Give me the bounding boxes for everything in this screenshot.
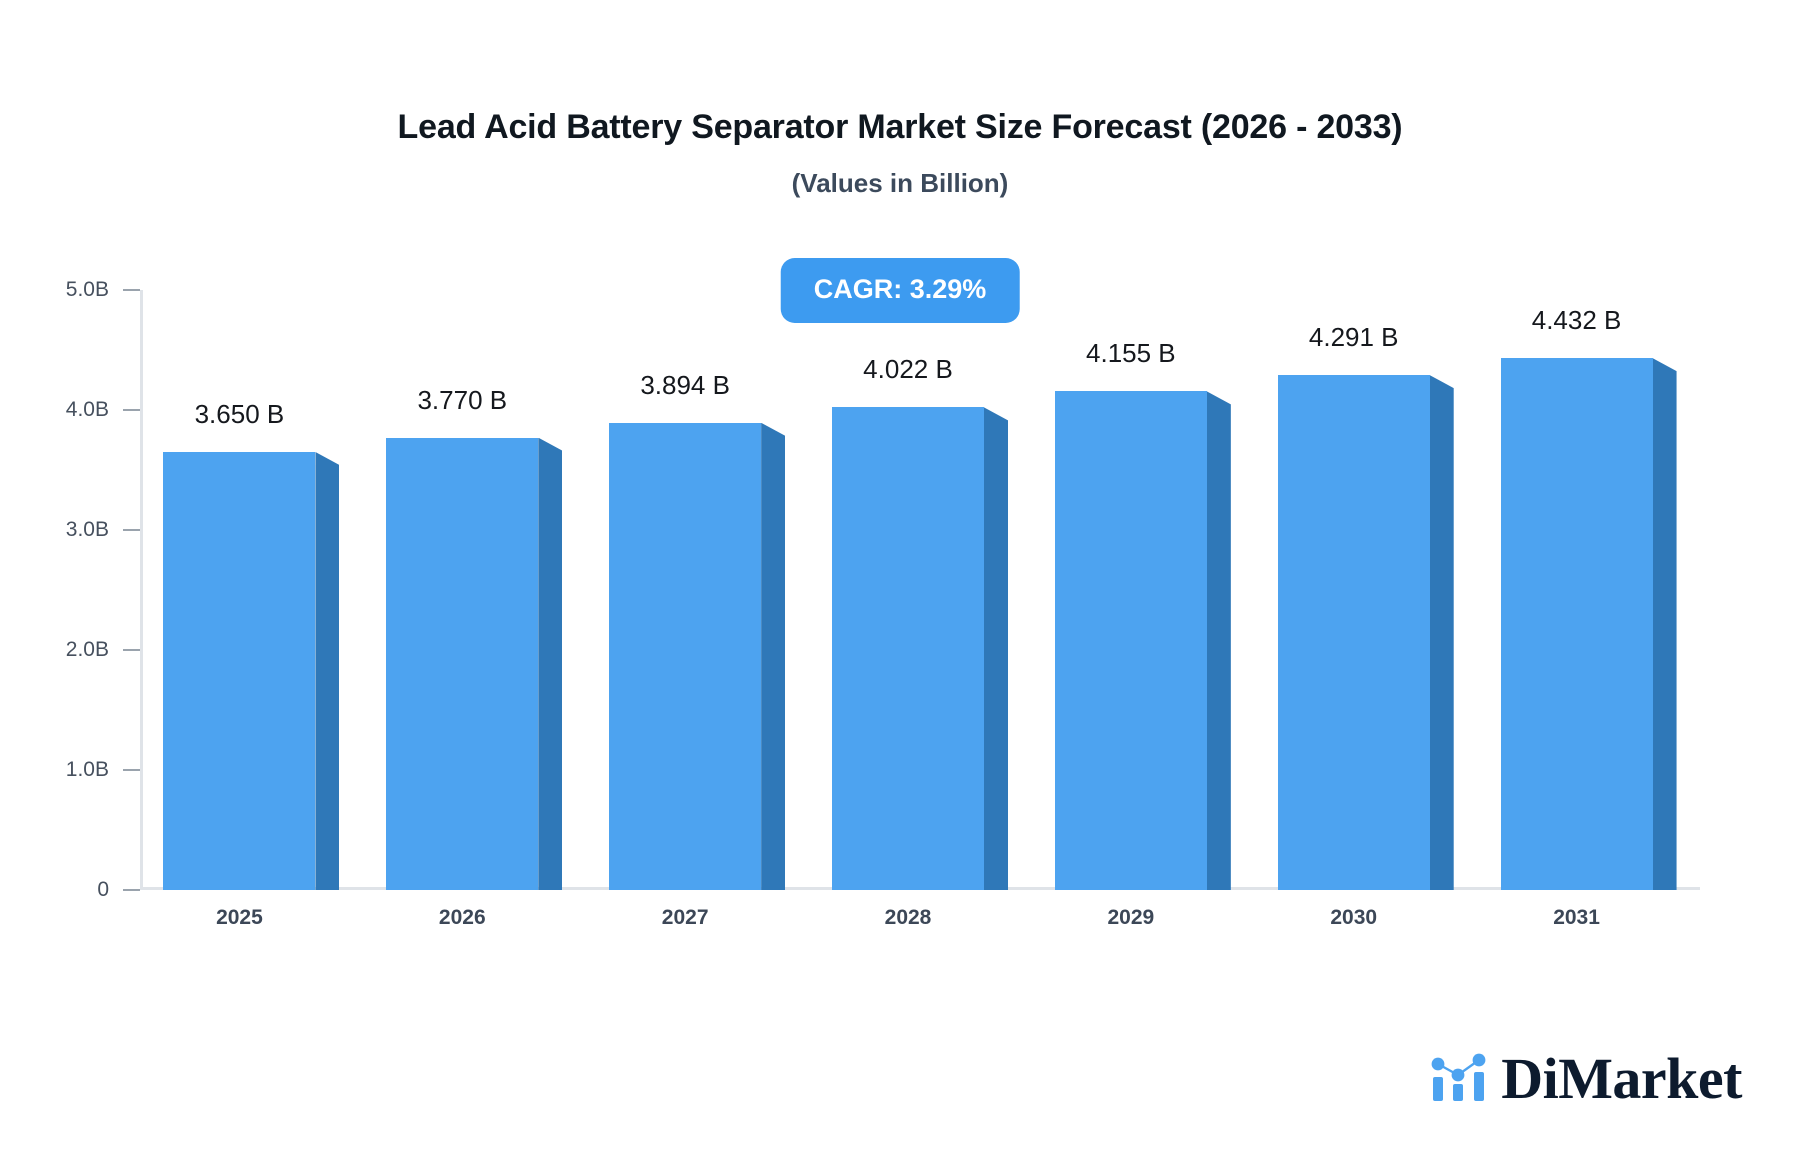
y-axis-tick-mark: [123, 409, 140, 411]
bar-slot: 4.155 B: [1054, 290, 1231, 890]
bar-front-face: [832, 407, 984, 890]
bar-value-label: 4.432 B: [1531, 305, 1622, 336]
bar[interactable]: [609, 422, 786, 890]
bar-side-face: [1206, 391, 1231, 890]
bar-slot: 4.022 B: [832, 290, 1008, 890]
bar-side-face: [315, 452, 340, 890]
bar-side-face: [538, 437, 563, 890]
y-axis-tick: 0: [10, 878, 140, 902]
bar-value-label: 4.291 B: [1308, 322, 1399, 353]
bar-slot: 3.650 B: [163, 290, 340, 890]
bar-value-label: 3.650 B: [194, 399, 285, 429]
x-axis-tick-label: 2025: [216, 906, 263, 929]
y-axis-tick-label: 5.0B: [65, 278, 109, 301]
x-axis-tick-label: 2027: [661, 906, 709, 929]
y-axis-tick: 3.0B: [10, 518, 140, 542]
y-axis-tick-mark: [123, 289, 140, 291]
bar[interactable]: [386, 437, 563, 890]
bar-front-face: [1277, 375, 1430, 890]
bar-side-face: [984, 407, 1008, 890]
y-axis-tick-label: 4.0B: [65, 398, 109, 421]
cagr-badge: CAGR: 3.29%: [780, 258, 1020, 323]
bar-slot: 4.432 B: [1500, 290, 1677, 890]
bar-value-label: 4.155 B: [1086, 338, 1176, 369]
bar-chart-logo-icon: [1431, 1051, 1487, 1108]
y-axis-tick-label: 3.0B: [65, 518, 109, 541]
bar-slot: 4.291 B: [1277, 290, 1454, 890]
chart-subtitle: (Values in Billion): [791, 168, 1009, 198]
y-axis-tick: 5.0B: [10, 278, 140, 302]
bar-slot: 3.894 B: [609, 290, 786, 890]
x-axis-tick-label: 2028: [884, 906, 932, 929]
y-axis-tick-mark: [123, 529, 140, 531]
y-axis-tick: 2.0B: [10, 638, 140, 662]
bar-slot: 3.770 B: [386, 290, 563, 890]
y-axis-line: [140, 290, 143, 890]
y-axis-tick: 1.0B: [10, 758, 140, 782]
x-axis-tick-label: 2031: [1553, 906, 1600, 929]
bar[interactable]: [1054, 391, 1231, 890]
bar-value-label: 3.894 B: [640, 369, 730, 400]
bar-side-face: [1652, 358, 1677, 890]
x-axis-tick-label: 2026: [438, 906, 486, 929]
bar-front-face: [163, 452, 316, 890]
y-axis-tick: 4.0B: [10, 398, 140, 422]
bar-front-face: [1500, 358, 1653, 890]
bar[interactable]: [1500, 358, 1677, 890]
brand-logo: DiMarket: [1431, 1050, 1742, 1108]
bar[interactable]: [832, 407, 1008, 890]
bar[interactable]: [1277, 375, 1454, 890]
bar-series: 3.650 B 3.770 B 3.894 B 4.022 B 4.155 B 4.291…: [140, 290, 1700, 890]
bar-front-face: [1054, 391, 1207, 890]
bar[interactable]: [163, 452, 340, 890]
y-axis-tick-label: 1.0B: [65, 758, 109, 781]
bar-front-face: [386, 437, 539, 890]
y-axis-tick-mark: [123, 769, 140, 771]
page-title: Lead Acid Battery Separator Market Size …: [397, 108, 1403, 146]
bar-side-face: [1429, 375, 1454, 890]
bar-front-face: [609, 422, 762, 890]
bar-value-label: 4.022 B: [863, 354, 953, 385]
x-axis-tick-label: 2030: [1330, 906, 1378, 929]
bar-value-label: 3.770 B: [417, 384, 508, 415]
y-axis-tick-label: 0: [97, 878, 109, 901]
bar-side-face: [761, 422, 786, 890]
brand-name: DiMarket: [1501, 1046, 1742, 1111]
y-axis-tick-label: 2.0B: [65, 638, 109, 661]
y-axis-tick-mark: [123, 649, 140, 651]
plot-area: 0 1.0B 2.0B 3.0B 4.0B 5.0B 3.650 B 3.770 B 3.89…: [66, 278, 1700, 929]
x-axis-tick-label: 2029: [1107, 906, 1155, 929]
y-axis-tick-mark: [123, 889, 140, 891]
